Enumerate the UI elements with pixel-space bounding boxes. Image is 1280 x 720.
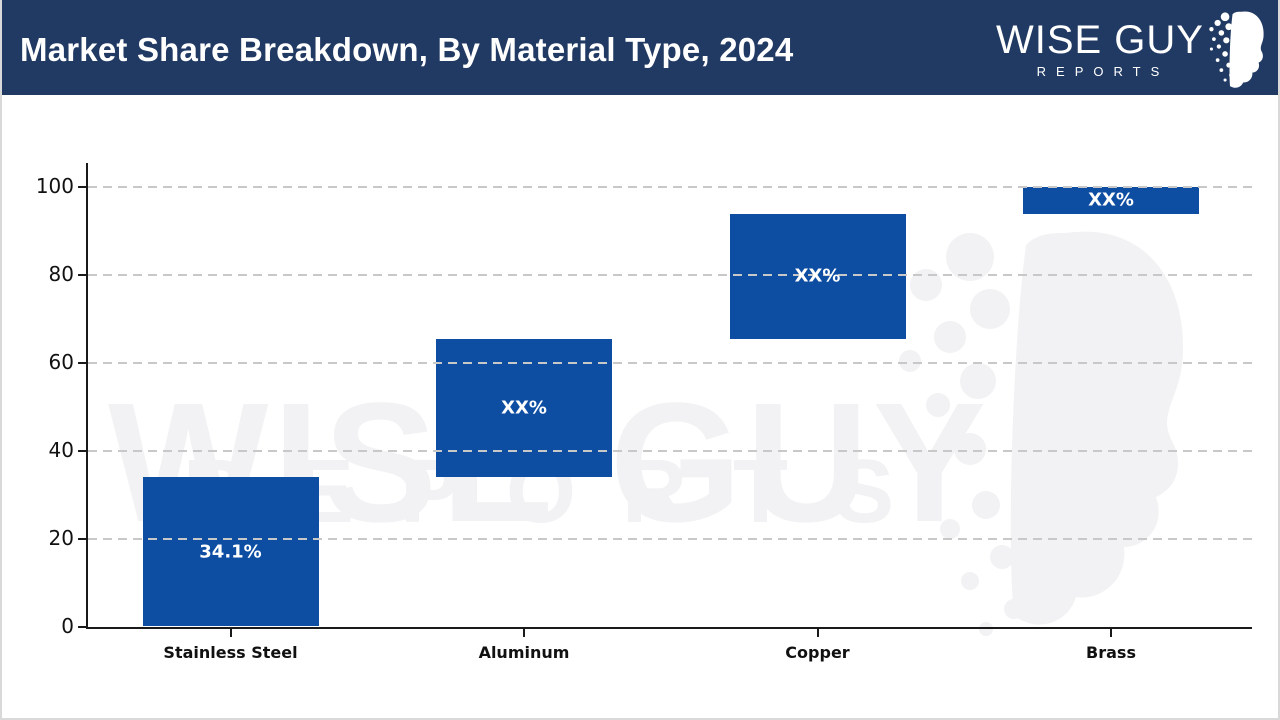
wiseguy-logo: WISE GUY REPORTS [996,6,1266,90]
bar-aluminum [436,338,612,477]
image-border-right [1278,0,1280,720]
logo-subtext: REPORTS [1036,64,1170,79]
y-tick-label-20: 20 [48,525,74,550]
x-category-label-stainless-steel: Stainless Steel [163,642,298,662]
y-tick-label-40: 40 [48,437,74,462]
y-tick-60 [78,361,86,364]
logo-wordmark: WISE GUY [995,18,1204,62]
header-bar: Market Share Breakdown, By Material Type… [0,0,1280,95]
bar-value-label-brass: XX% [1088,189,1134,211]
x-category-label-aluminum: Aluminum [478,642,570,662]
y-tick-label-0: 0 [61,613,74,638]
y-axis-line [86,163,88,629]
y-tick-20 [78,537,86,540]
x-category-label-copper: Copper [785,642,850,662]
bar-stainless-steel [142,476,319,627]
x-tick-brass [1110,628,1112,637]
gridline-80 [88,273,1252,276]
watermark-head-icon [880,231,1184,636]
bar-value-label-stainless-steel: 34.1% [199,541,262,563]
y-tick-100 [78,186,86,188]
chart-area: WISE GUY REPORTS 34.1% XX% XX% XX% 0 20 40 60 80… [0,95,1280,720]
y-tick-80 [78,273,86,276]
x-tick-stainless-steel [229,628,232,637]
gridline-60 [88,361,1252,364]
bar-brass [1023,187,1199,214]
gridline-100 [88,186,1252,188]
x-tick-copper [816,628,819,637]
gridline-40 [88,449,1252,452]
bar-value-label-aluminum: XX% [501,397,547,419]
y-tick-0 [78,625,86,628]
bar-copper [729,213,906,339]
image-border-left [0,0,2,720]
y-tick-40 [78,449,86,452]
y-tick-label-100: 100 [35,174,74,198]
y-tick-label-60: 60 [48,349,74,374]
y-tick-label-80: 80 [48,261,74,286]
x-category-label-brass: Brass [1086,642,1136,662]
gridline-20 [88,537,1252,540]
x-tick-aluminum [523,628,525,637]
bar-value-label-copper: XX% [794,265,841,287]
image-border-bottom [0,718,1280,720]
logo-head-icon [1209,11,1264,88]
chart-title: Market Share Breakdown, By Material Type… [20,31,794,68]
x-axis-line [86,626,1252,629]
